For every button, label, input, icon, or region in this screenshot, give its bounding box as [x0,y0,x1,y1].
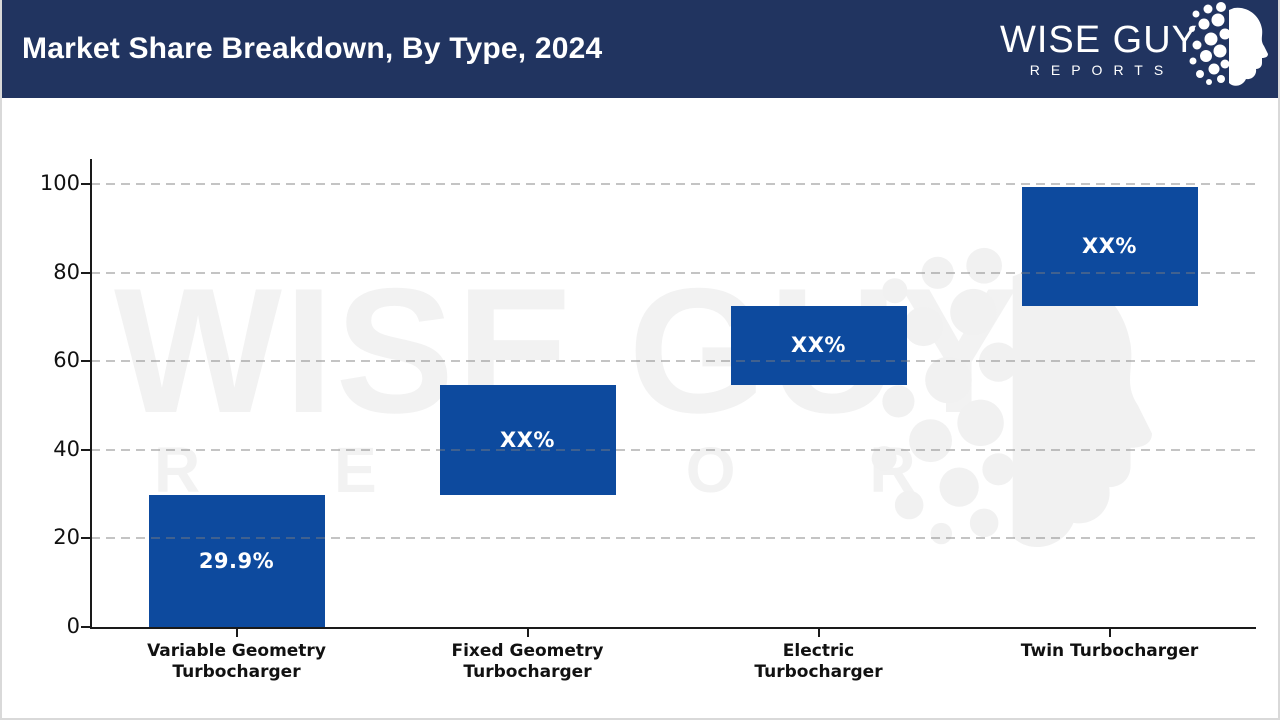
page-title: Market Share Breakdown, By Type, 2024 [22,32,603,65]
y-tick-mark [81,448,90,451]
bar: XX% [1021,186,1198,306]
gridline [91,448,1255,451]
x-tick-mark [235,629,238,637]
x-tick-label: Fixed Geometry Turbocharger [451,641,604,682]
gridline [91,360,1255,363]
bar-value-label: XX% [500,427,555,452]
y-tick-mark [81,271,90,274]
bar: XX% [730,305,907,386]
logo-subtitle: REPORTS [1029,61,1175,78]
y-tick-label: 80 [53,259,80,284]
bar: 29.9% [148,494,325,627]
x-tick-label: Electric Turbocharger [754,641,883,682]
y-tick-label: 0 [66,614,80,638]
y-tick-label: 40 [53,436,80,461]
gridline [91,537,1255,540]
y-tick-mark [81,183,90,185]
y-tick-label: 100 [39,171,80,195]
logo-text: WISE GUY REPORTS [1000,21,1198,78]
x-tick-label: Variable Geometry Turbocharger [147,641,326,682]
y-tick-label: 20 [53,525,80,550]
y-tick-mark [81,360,90,363]
logo-wordmark: WISE GUY [999,18,1198,61]
y-tick-mark [81,626,90,628]
header-bar: Market Share Breakdown, By Type, 2024 WI… [2,0,1278,98]
watermark-face-icon [869,247,1152,548]
dotted-face-profile-icon [1189,2,1268,86]
bar-value-label: XX% [1082,234,1137,259]
bar: XX% [439,385,616,495]
y-tick-label: 60 [53,348,80,373]
x-tick-mark [526,629,529,637]
y-tick-mark [81,537,90,540]
x-tick-label: Twin Turbocharger [1020,641,1199,661]
x-axis [90,627,1256,629]
gridline [91,271,1255,274]
wise-guy-reports-logo: WISE GUY REPORTS [1000,2,1278,90]
x-tick-mark [817,629,820,637]
bar-value-label: XX% [791,333,846,358]
bar-value-label: 29.9% [198,548,275,573]
gridline [91,183,1255,185]
y-axis [90,159,92,629]
x-tick-mark [1108,629,1111,637]
